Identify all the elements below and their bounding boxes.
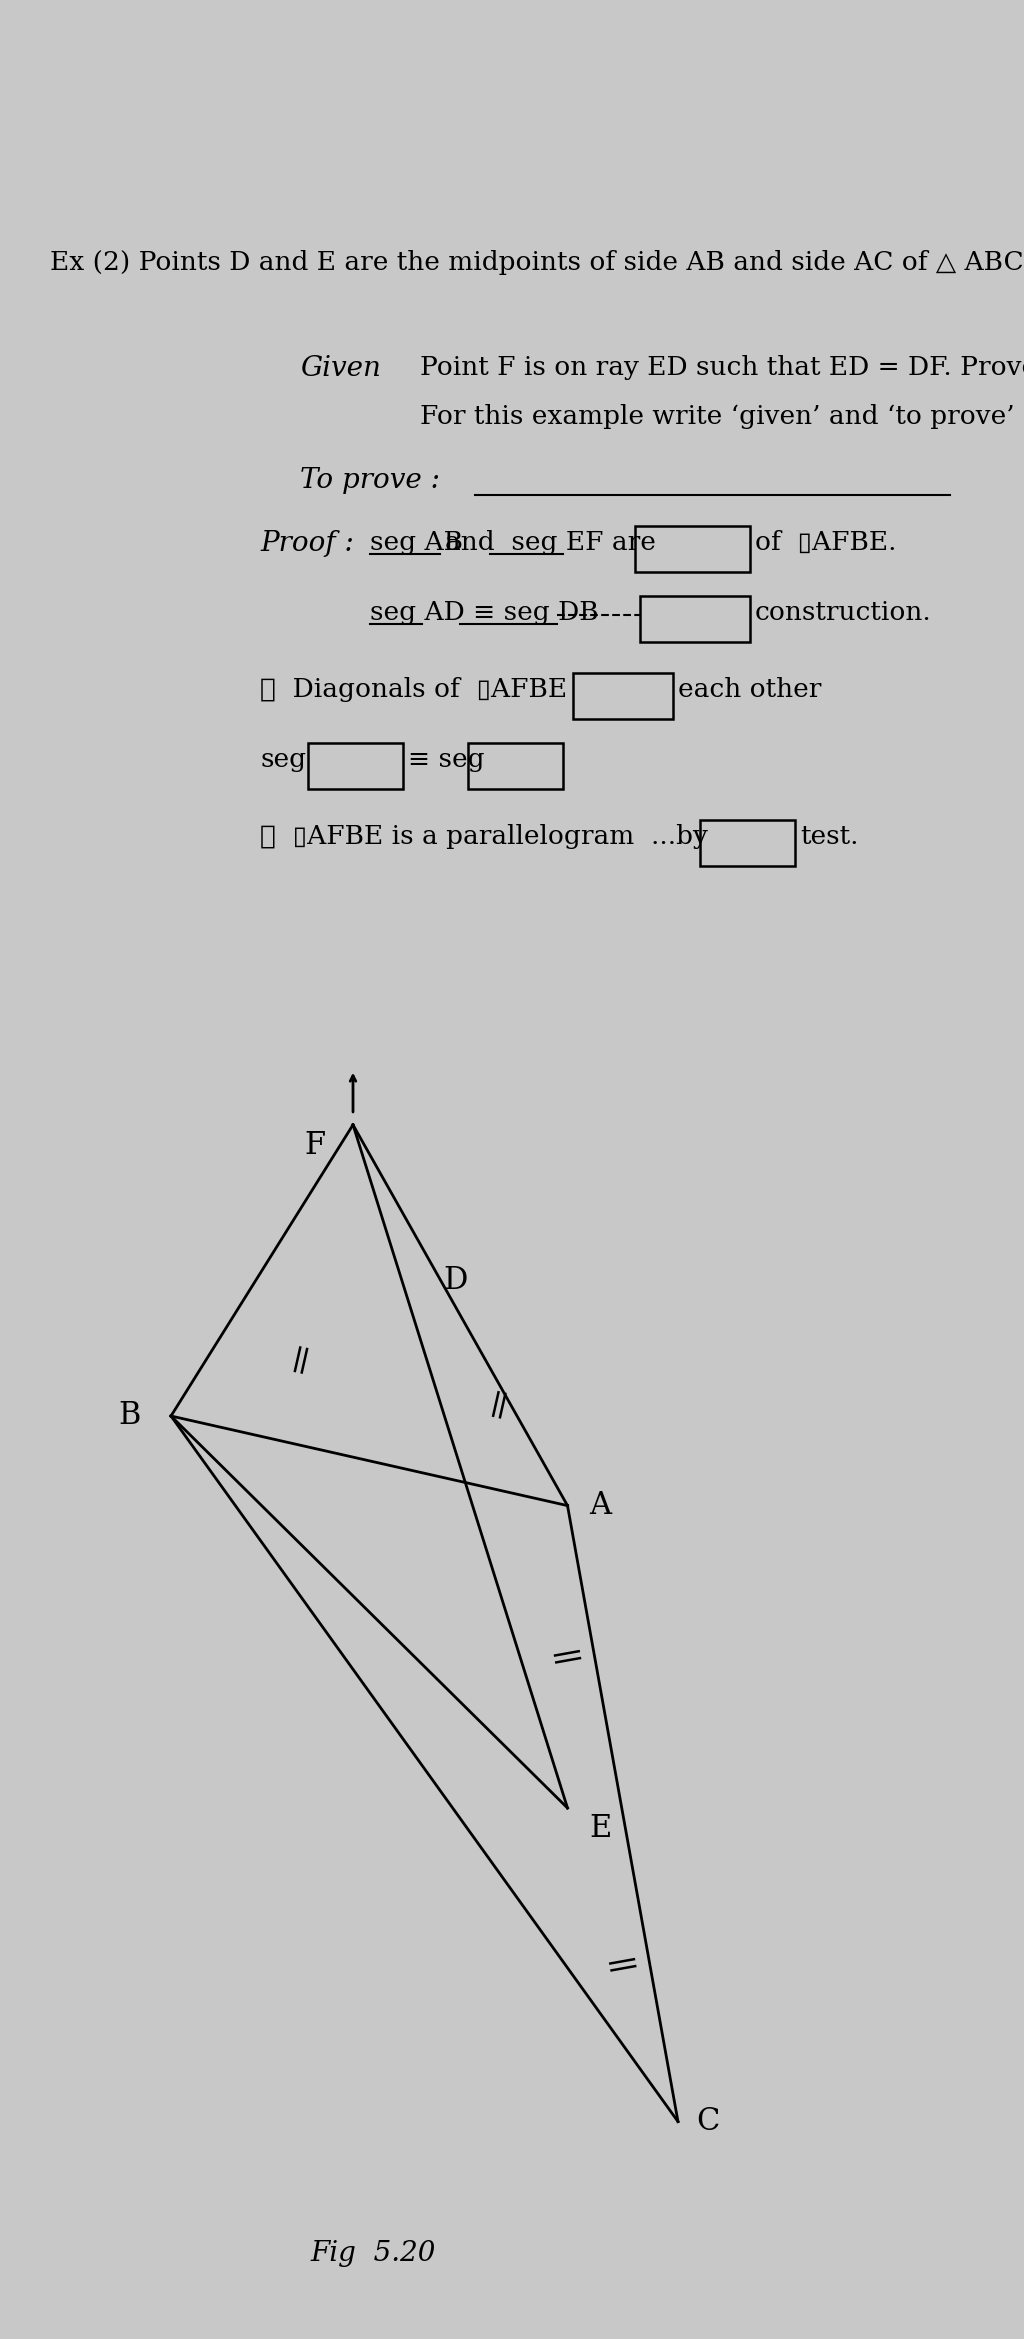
Text: Point F is on ray ED such that ED = DF. Prove that ▯AFBE is a parallelogram.: Point F is on ray ED such that ED = DF. … bbox=[420, 356, 1024, 379]
Bar bbox=[635, 526, 750, 573]
Bar bbox=[640, 596, 750, 641]
Text: D: D bbox=[443, 1265, 467, 1296]
Bar bbox=[573, 674, 673, 718]
Text: Ex (2) Points D and E are the midpoints of side AB and side AC of △ ABC respecti: Ex (2) Points D and E are the midpoints … bbox=[50, 250, 1024, 276]
Text: and  seg EF are: and seg EF are bbox=[445, 531, 656, 554]
Text: Given: Given bbox=[300, 356, 381, 381]
Text: ∴  ▯AFBE is a parallelogram  ...by: ∴ ▯AFBE is a parallelogram ...by bbox=[260, 823, 708, 849]
Text: seg AB: seg AB bbox=[370, 531, 463, 554]
Text: Fig  5.20: Fig 5.20 bbox=[310, 2241, 435, 2266]
Text: ∴  Diagonals of  ▯AFBE: ∴ Diagonals of ▯AFBE bbox=[260, 676, 567, 702]
Text: construction.: construction. bbox=[755, 601, 932, 625]
Text: A: A bbox=[590, 1490, 611, 1520]
Bar bbox=[308, 744, 403, 788]
Text: ≡ seg: ≡ seg bbox=[408, 746, 484, 772]
Text: To prove :: To prove : bbox=[300, 468, 440, 494]
Bar bbox=[700, 821, 795, 865]
Text: E: E bbox=[590, 1813, 612, 1843]
Text: C: C bbox=[696, 2105, 720, 2138]
Text: test.: test. bbox=[800, 823, 858, 849]
Bar bbox=[468, 744, 563, 788]
Text: seg: seg bbox=[260, 746, 306, 772]
Text: seg AD ≡ seg DB: seg AD ≡ seg DB bbox=[370, 601, 599, 625]
Text: of  ▯AFBE.: of ▯AFBE. bbox=[755, 531, 896, 554]
Text: F: F bbox=[304, 1130, 325, 1160]
Text: Proof :: Proof : bbox=[260, 531, 354, 557]
Text: B: B bbox=[119, 1401, 141, 1431]
Text: each other: each other bbox=[678, 676, 821, 702]
Text: For this example write ‘given’ and ‘to prove’ and complete the proof given below: For this example write ‘given’ and ‘to p… bbox=[420, 405, 1024, 428]
